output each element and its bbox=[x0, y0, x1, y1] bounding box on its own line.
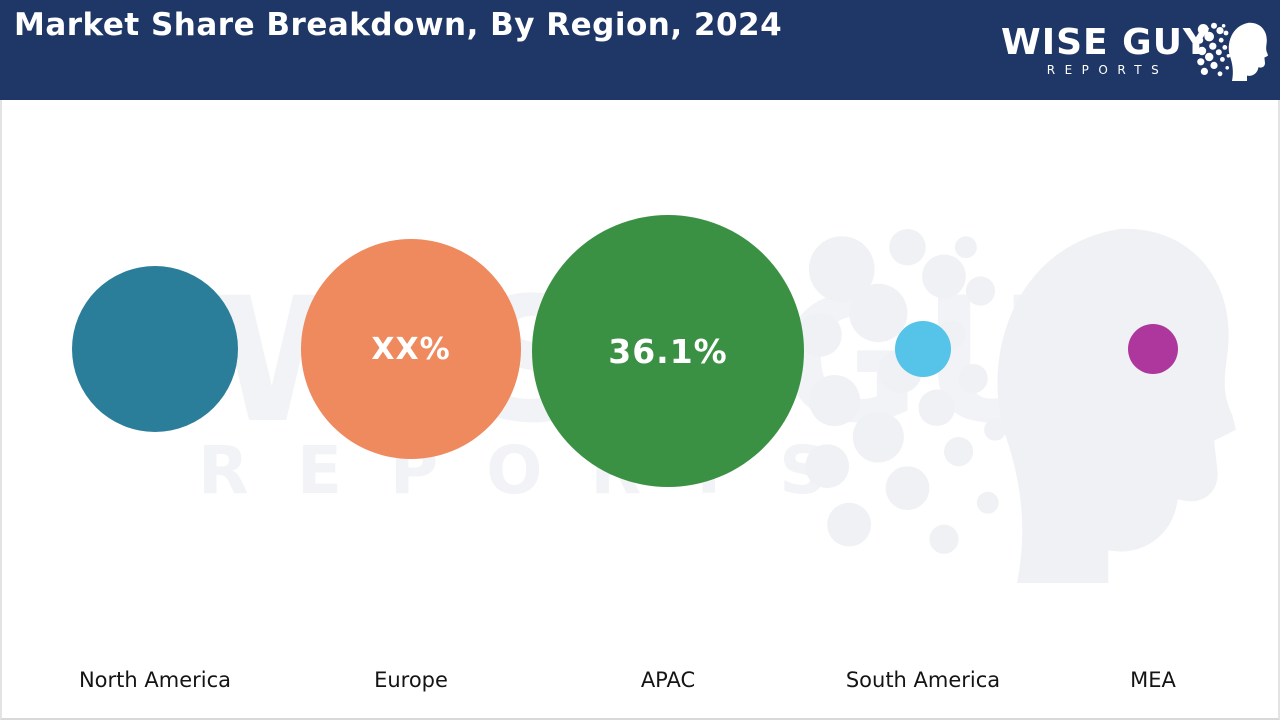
category-label: MEA bbox=[1130, 668, 1176, 692]
logo-text: WISE GUY REPORTS bbox=[1000, 22, 1210, 78]
wise-guy-logo: WISE GUY REPORTS bbox=[1001, 6, 1268, 96]
logo-name: WISE GUY bbox=[1000, 22, 1210, 63]
logo-head-icon bbox=[1196, 22, 1268, 81]
category-labels: North America Europe APAC South America MEA bbox=[2, 100, 1278, 718]
bubble-apac: 36.1% bbox=[532, 215, 804, 487]
bubble-layer: XX% 36.1% bbox=[2, 100, 1278, 718]
watermark-head-icon bbox=[798, 228, 1236, 583]
bubble-value-label: XX% bbox=[371, 331, 451, 367]
bubble-south-america bbox=[895, 321, 951, 377]
bubble-mea bbox=[1128, 324, 1178, 374]
category-label: South America bbox=[845, 668, 1001, 692]
category-label: APAC bbox=[640, 668, 696, 692]
bubble-north-america bbox=[72, 266, 238, 432]
category-label: Europe bbox=[374, 668, 448, 692]
category-label: North America bbox=[78, 668, 232, 692]
logo-subname: REPORTS bbox=[1046, 63, 1169, 77]
bubble-value-label: 36.1% bbox=[608, 331, 728, 371]
header: Market Share Breakdown, By Region, 2024 … bbox=[0, 0, 1280, 100]
chart-area: WISE GUY REPORTS XX%36.1% North AmericaE… bbox=[0, 100, 1280, 720]
page-title: Market Share Breakdown, By Region, 2024 bbox=[14, 7, 783, 43]
bubble-europe: XX% bbox=[301, 239, 521, 459]
